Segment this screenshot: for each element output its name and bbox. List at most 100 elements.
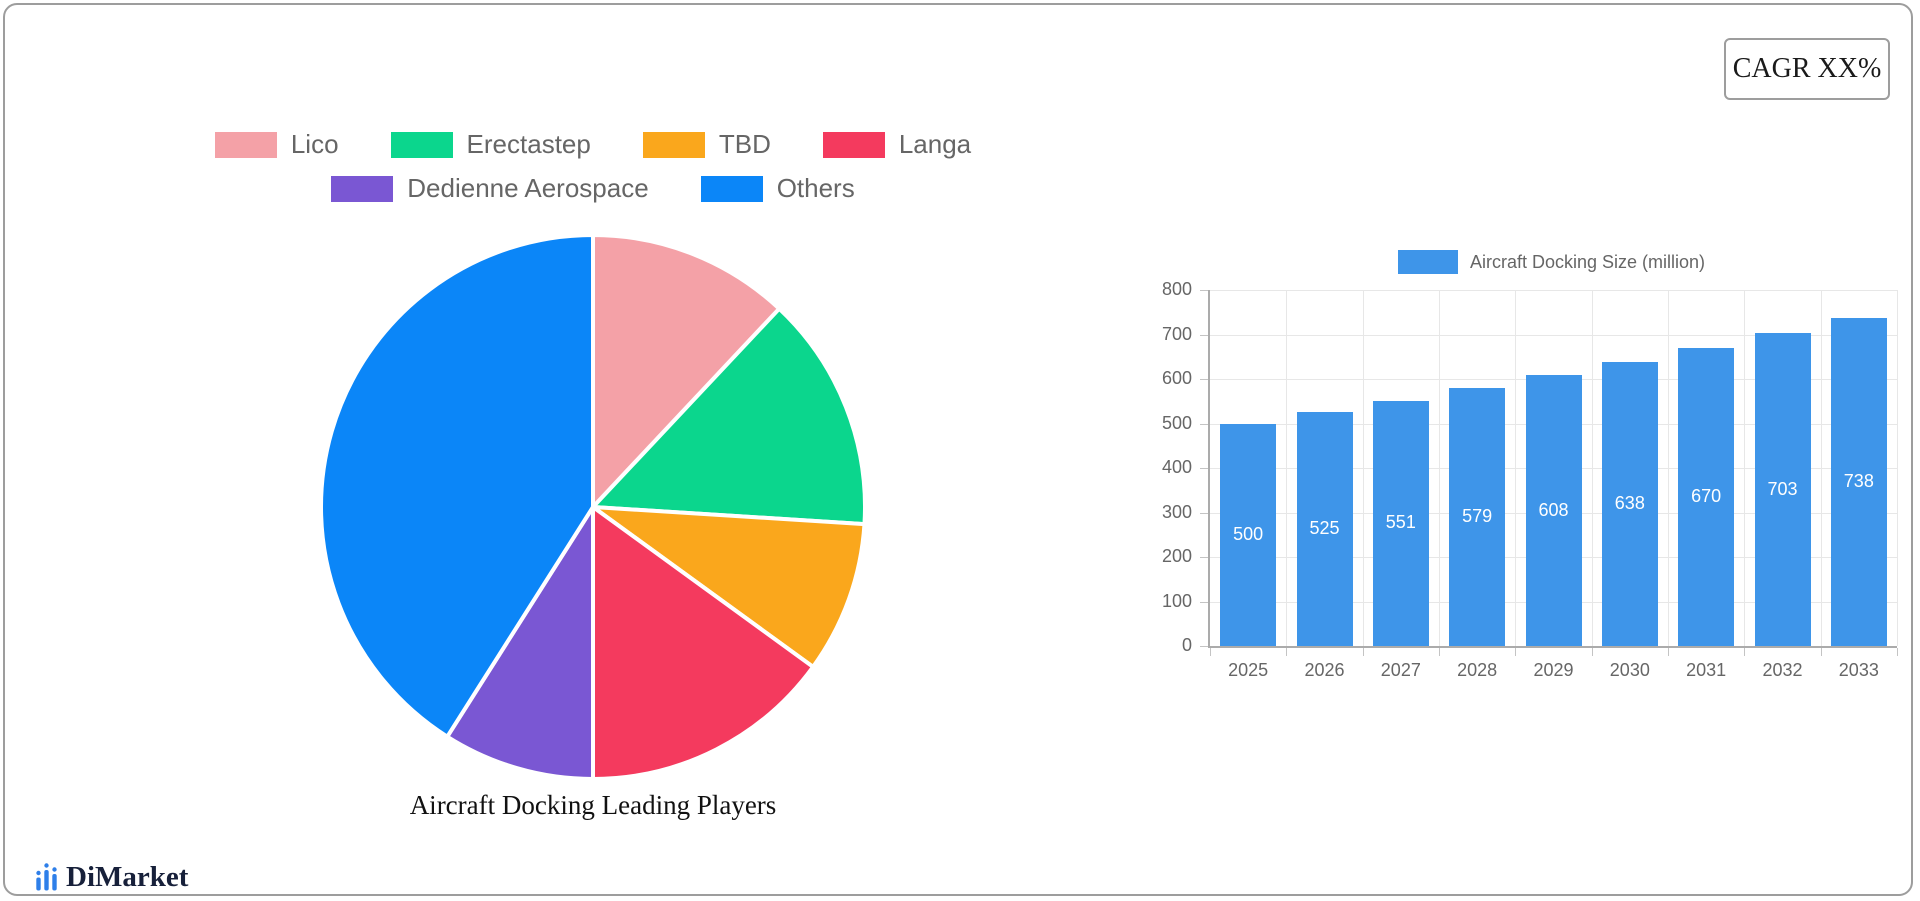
gridline xyxy=(1362,290,1364,646)
gridline xyxy=(1668,290,1669,646)
x-tick-mark xyxy=(1668,648,1669,656)
bar-value-label: 638 xyxy=(1614,493,1645,514)
y-tick-mark xyxy=(1200,379,1208,380)
legend-swatch-icon xyxy=(390,131,453,158)
pie-slice-dedienne-aerospace xyxy=(445,505,595,781)
y-axis-tick-label: 100 xyxy=(1161,590,1192,611)
y-tick-mark xyxy=(1200,601,1208,603)
pie-legend-item-tbd[interactable]: TBD xyxy=(642,129,771,160)
pie-legend-item-dedienne-aerospace[interactable]: Dedienne Aerospace xyxy=(331,173,649,204)
pie-legend-item-lico[interactable]: Lico xyxy=(214,129,339,160)
y-tick-mark xyxy=(1200,646,1208,647)
bar-2025 xyxy=(1220,423,1277,646)
x-axis-tick-label: 2025 xyxy=(1228,660,1269,680)
bar-2031 xyxy=(1678,347,1735,646)
x-tick-mark xyxy=(1591,648,1593,656)
legend-swatch-icon xyxy=(700,175,763,202)
x-tick-mark xyxy=(1362,648,1364,656)
x-axis-tick-label: 2031 xyxy=(1686,660,1727,680)
y-axis-tick-label: 600 xyxy=(1161,368,1192,388)
cagr-label: CAGR XX% xyxy=(1732,53,1882,84)
bar-value-label: 525 xyxy=(1309,518,1340,539)
gridline xyxy=(1515,290,1517,646)
gridline xyxy=(1439,290,1440,646)
x-tick-mark xyxy=(1210,648,1211,656)
pie-legend-row-2: Dedienne Aerospace Others xyxy=(331,173,855,204)
y-axis-tick-label: 700 xyxy=(1161,323,1192,344)
y-axis-tick-label: 400 xyxy=(1161,457,1192,477)
bar-legend-item[interactable]: Aircraft Docking Size (million) xyxy=(1208,249,1895,275)
gridline xyxy=(1210,290,1897,291)
pie-slice-erectastep xyxy=(591,306,867,527)
y-axis-tick-label: 500 xyxy=(1161,412,1192,433)
pie-slice-langa xyxy=(591,505,816,781)
y-axis-tick-label: 200 xyxy=(1161,546,1192,566)
bar-chart-logo-icon xyxy=(36,863,57,891)
legend-swatch-icon xyxy=(822,131,885,158)
chart-card: CAGR XX% Lico Erectastep TBD Langa Dedienne… xyxy=(3,3,1913,896)
bar-value-label: 579 xyxy=(1462,506,1493,527)
x-tick-mark xyxy=(1439,648,1440,656)
y-axis-tick-label: 300 xyxy=(1161,501,1192,522)
pie-legend-item-langa[interactable]: Langa xyxy=(822,129,972,160)
gridline xyxy=(1210,334,1897,336)
y-tick-mark xyxy=(1200,468,1208,469)
gridline xyxy=(1744,290,1746,646)
y-tick-mark xyxy=(1200,557,1208,558)
x-axis-tick-label: 2027 xyxy=(1380,660,1421,680)
pie-chart-title: Aircraft Docking Leading Players xyxy=(409,790,777,820)
x-axis-tick-label: 2033 xyxy=(1838,660,1879,680)
bar-value-label: 500 xyxy=(1233,523,1264,544)
pie-legend-item-others[interactable]: Others xyxy=(700,173,855,204)
brand-logo: DiMarket xyxy=(35,861,188,892)
bar-legend-label: Aircraft Docking Size (million) xyxy=(1469,251,1706,272)
pie-chart xyxy=(319,233,867,781)
gridline xyxy=(1897,290,1898,646)
pie-slice-others xyxy=(319,233,595,739)
pie-slice-tbd xyxy=(591,505,867,669)
pie-slice-lico xyxy=(591,233,782,509)
x-axis-tick-label: 2028 xyxy=(1457,660,1498,680)
pie-legend-item-erectastep[interactable]: Erectastep xyxy=(390,129,591,160)
legend-label: Langa xyxy=(898,129,972,159)
legend-label: Lico xyxy=(290,129,339,159)
y-tick-mark xyxy=(1200,290,1208,291)
y-axis-tick-label: 0 xyxy=(1181,635,1192,655)
legend-label: Erectastep xyxy=(466,129,591,159)
y-tick-mark xyxy=(1200,334,1208,336)
bar-2033 xyxy=(1830,317,1887,646)
legend-label: TBD xyxy=(718,129,771,159)
x-tick-mark xyxy=(1744,648,1746,656)
legend-label: Dedienne Aerospace xyxy=(407,173,649,203)
bar-legend-swatch xyxy=(1397,250,1458,274)
legend-swatch-icon xyxy=(642,131,705,158)
x-tick-mark xyxy=(1897,648,1898,656)
bar-value-label: 703 xyxy=(1767,478,1798,499)
bar-value-label: 738 xyxy=(1843,470,1874,491)
bar-2030 xyxy=(1601,362,1658,646)
x-tick-mark xyxy=(1820,648,1822,656)
bar-chart: 0 100 200 300 400 500 600 700 800 500 2025 525 2026 5… xyxy=(1162,279,1898,680)
y-axis-tick-label: 800 xyxy=(1161,279,1192,299)
y-tick-mark xyxy=(1200,423,1208,425)
y-tick-mark xyxy=(1200,512,1208,514)
bar-2028 xyxy=(1449,388,1506,646)
bar-2032 xyxy=(1754,333,1811,646)
cagr-badge: CAGR XX% xyxy=(1724,38,1890,100)
pie-legend-row-1: Lico Erectastep TBD Langa xyxy=(214,129,972,160)
gridline xyxy=(1286,290,1288,646)
brand-name: DiMarket xyxy=(66,861,189,893)
bar-2026 xyxy=(1296,412,1353,646)
x-axis-tick-label: 2030 xyxy=(1609,660,1650,680)
x-axis-tick-label: 2026 xyxy=(1304,660,1345,680)
pie-legend: Lico Erectastep TBD Langa Dedienne Aerospac… xyxy=(143,129,1043,204)
x-tick-mark xyxy=(1515,648,1517,656)
bar-2027 xyxy=(1372,400,1429,646)
gridline xyxy=(1820,290,1822,646)
x-tick-mark xyxy=(1286,648,1288,656)
x-axis-tick-label: 2032 xyxy=(1762,660,1803,680)
gridline xyxy=(1591,290,1593,646)
legend-swatch-icon xyxy=(214,131,277,158)
bar-value-label: 670 xyxy=(1691,485,1722,506)
